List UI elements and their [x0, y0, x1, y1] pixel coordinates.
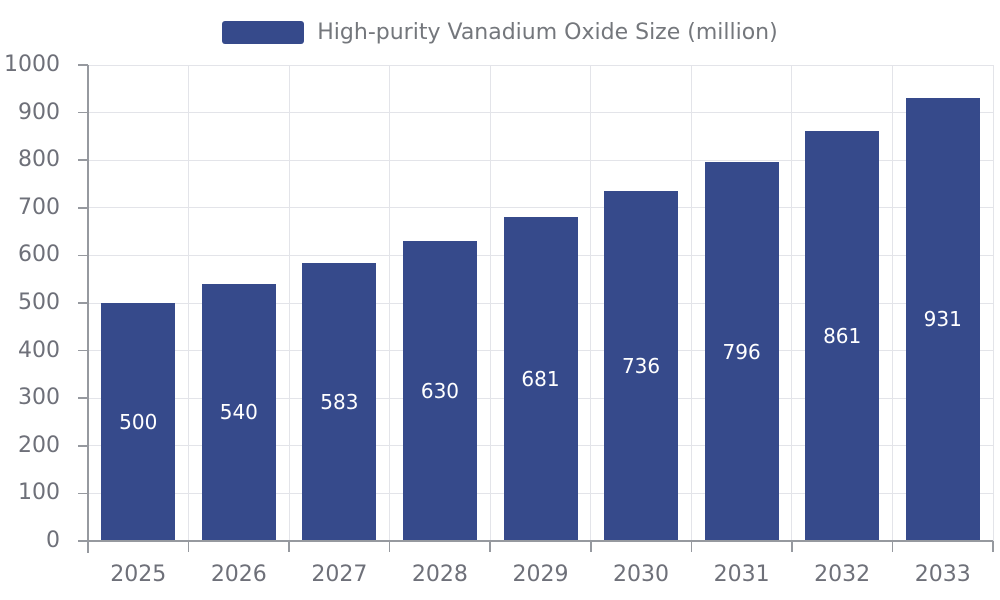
y-axis-tick: [78, 445, 88, 447]
bar-value-label: 630: [420, 379, 460, 404]
x-axis-tick-label: 2026: [210, 562, 267, 587]
y-axis-tick-label: 400: [18, 337, 60, 363]
x-axis-tick-label: 2029: [512, 562, 569, 587]
gridline-vertical: [288, 65, 290, 541]
bar-value-label: 583: [320, 390, 359, 415]
gridline-horizontal: [88, 207, 993, 209]
y-axis-line: [87, 65, 89, 553]
y-axis-tick: [78, 207, 88, 209]
bar-2029[interactable]: [503, 216, 578, 540]
x-axis-tick-label: 2033: [914, 562, 971, 587]
x-axis-tick-label: 2028: [411, 562, 468, 587]
bar-value-label: 540: [219, 400, 258, 425]
x-axis-tick-label: 2032: [814, 562, 871, 587]
gridline-vertical: [389, 65, 391, 541]
y-axis-tick: [78, 302, 88, 304]
bar-value-label: 796: [722, 339, 761, 364]
bar-value-label: 736: [621, 353, 661, 378]
gridline-horizontal: [88, 159, 993, 161]
bar-2025[interactable]: [101, 303, 176, 540]
bar-2026[interactable]: [201, 283, 276, 540]
y-axis-tick-label: 700: [18, 194, 60, 220]
y-axis-tick-label: 0: [46, 528, 60, 553]
x-axis-tick: [489, 541, 491, 552]
gridline-vertical: [590, 65, 592, 541]
x-axis-tick: [187, 541, 190, 552]
bar-2031[interactable]: [704, 162, 779, 540]
y-axis-tick: [78, 64, 88, 66]
gridline-horizontal: [88, 112, 993, 114]
bar-value-label: 861: [823, 324, 862, 349]
x-axis-tick: [791, 541, 793, 552]
legend-swatch: [222, 20, 305, 44]
y-axis-tick: [78, 349, 88, 352]
y-axis-tick-label: 800: [18, 147, 60, 173]
x-axis-tick-label: 2027: [311, 562, 368, 587]
bar-2033[interactable]: [905, 97, 980, 540]
y-axis-tick-label: 300: [18, 385, 60, 411]
y-axis-tick-label: 1000: [4, 52, 60, 77]
y-axis-tick-label: 100: [18, 480, 60, 506]
x-axis-tick: [891, 541, 894, 552]
y-axis-tick-label: 500: [18, 290, 60, 315]
gridline-vertical: [690, 65, 692, 541]
x-axis-tick: [388, 541, 391, 552]
bar-2027[interactable]: [302, 263, 377, 540]
x-axis-tick: [590, 541, 592, 552]
y-axis-tick: [78, 492, 88, 495]
gridline-vertical: [992, 65, 994, 541]
bar-value-label: 681: [521, 366, 560, 391]
bar-2030[interactable]: [604, 190, 679, 540]
x-axis-tick-label: 2031: [713, 562, 770, 587]
x-axis-tick: [992, 541, 994, 552]
bar-2032[interactable]: [805, 131, 880, 540]
x-axis-tick-label: 2025: [110, 562, 167, 587]
x-axis-tick: [288, 541, 290, 552]
x-axis-tick: [690, 541, 693, 552]
bar-value-label: 931: [923, 307, 962, 332]
legend[interactable]: High-purity Vanadium Oxide Size (million…: [0, 14, 1000, 50]
bar-2028[interactable]: [402, 241, 477, 540]
y-axis-tick: [78, 159, 88, 161]
legend-label: High-purity Vanadium Oxide Size (million…: [317, 19, 778, 45]
y-axis-tick: [78, 397, 88, 399]
bar-value-label: 500: [119, 410, 158, 434]
gridline-vertical: [891, 65, 893, 541]
y-axis-tick-label: 900: [18, 99, 60, 125]
gridline-vertical: [489, 65, 491, 541]
gridline-vertical: [188, 65, 190, 541]
x-axis-tick-label: 2030: [613, 562, 670, 587]
y-axis-tick-label: 600: [18, 242, 60, 268]
gridline-vertical: [791, 65, 793, 541]
y-axis-tick: [78, 111, 88, 114]
y-axis-tick: [78, 540, 88, 542]
y-axis-tick: [78, 254, 88, 257]
gridline-horizontal: [88, 64, 993, 66]
x-axis-line: [88, 540, 993, 542]
y-axis-tick-label: 200: [18, 432, 60, 458]
